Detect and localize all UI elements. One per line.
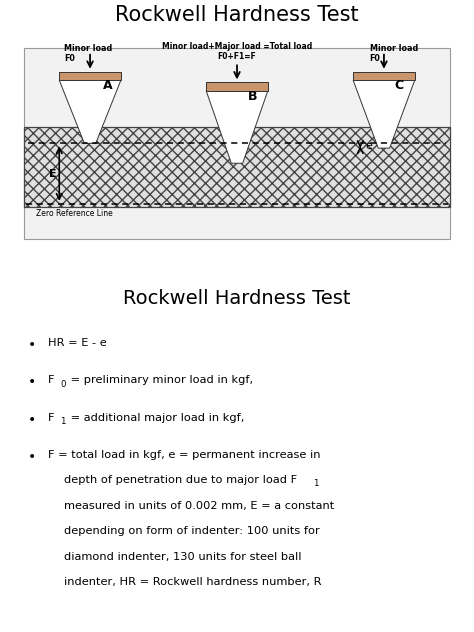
Text: •: • xyxy=(27,338,36,352)
Text: 1: 1 xyxy=(313,480,319,489)
Text: A: A xyxy=(103,79,113,92)
Bar xyxy=(353,71,415,80)
Text: F: F xyxy=(48,375,55,386)
Text: C: C xyxy=(394,79,403,92)
Text: depending on form of indenter: 100 units for: depending on form of indenter: 100 units… xyxy=(64,526,320,536)
Polygon shape xyxy=(353,80,415,148)
Text: F0: F0 xyxy=(64,54,75,63)
Text: = additional major load in kgf,: = additional major load in kgf, xyxy=(67,413,245,423)
Text: F = total load in kgf, e = permanent increase in: F = total load in kgf, e = permanent inc… xyxy=(48,450,320,459)
Text: 1: 1 xyxy=(61,417,66,426)
Text: B: B xyxy=(247,90,257,103)
Text: Minor load+Major load =Total load: Minor load+Major load =Total load xyxy=(162,42,312,51)
Text: Minor load: Minor load xyxy=(64,44,112,53)
Text: •: • xyxy=(27,413,36,427)
Text: e: e xyxy=(365,141,372,150)
Text: measured in units of 0.002 mm, E = a constant: measured in units of 0.002 mm, E = a con… xyxy=(64,501,334,511)
Bar xyxy=(24,128,450,207)
Text: indenter, HR = Rockwell hardness number, R: indenter, HR = Rockwell hardness number,… xyxy=(64,577,321,587)
Bar xyxy=(59,71,121,80)
Text: Rockwell Hardness Test: Rockwell Hardness Test xyxy=(115,5,359,25)
Polygon shape xyxy=(206,91,268,163)
Text: E: E xyxy=(49,169,56,179)
Text: 0: 0 xyxy=(61,380,66,389)
Text: •: • xyxy=(27,450,36,464)
Polygon shape xyxy=(59,80,121,143)
Bar xyxy=(206,82,268,91)
Bar xyxy=(24,48,450,239)
Text: F0: F0 xyxy=(370,54,381,63)
Text: Rockwell Hardness Test: Rockwell Hardness Test xyxy=(123,289,351,308)
Text: F0+F1=F: F0+F1=F xyxy=(218,52,256,61)
Text: Minor load: Minor load xyxy=(370,44,418,53)
Text: Zero Reference Line: Zero Reference Line xyxy=(36,209,112,218)
Text: depth of penetration due to major load F: depth of penetration due to major load F xyxy=(64,475,297,485)
Text: diamond indenter, 130 units for steel ball: diamond indenter, 130 units for steel ba… xyxy=(64,552,301,562)
Text: •: • xyxy=(27,375,36,389)
Text: F: F xyxy=(48,413,55,423)
Text: = preliminary minor load in kgf,: = preliminary minor load in kgf, xyxy=(67,375,254,386)
Text: HR = E - e: HR = E - e xyxy=(48,338,107,348)
